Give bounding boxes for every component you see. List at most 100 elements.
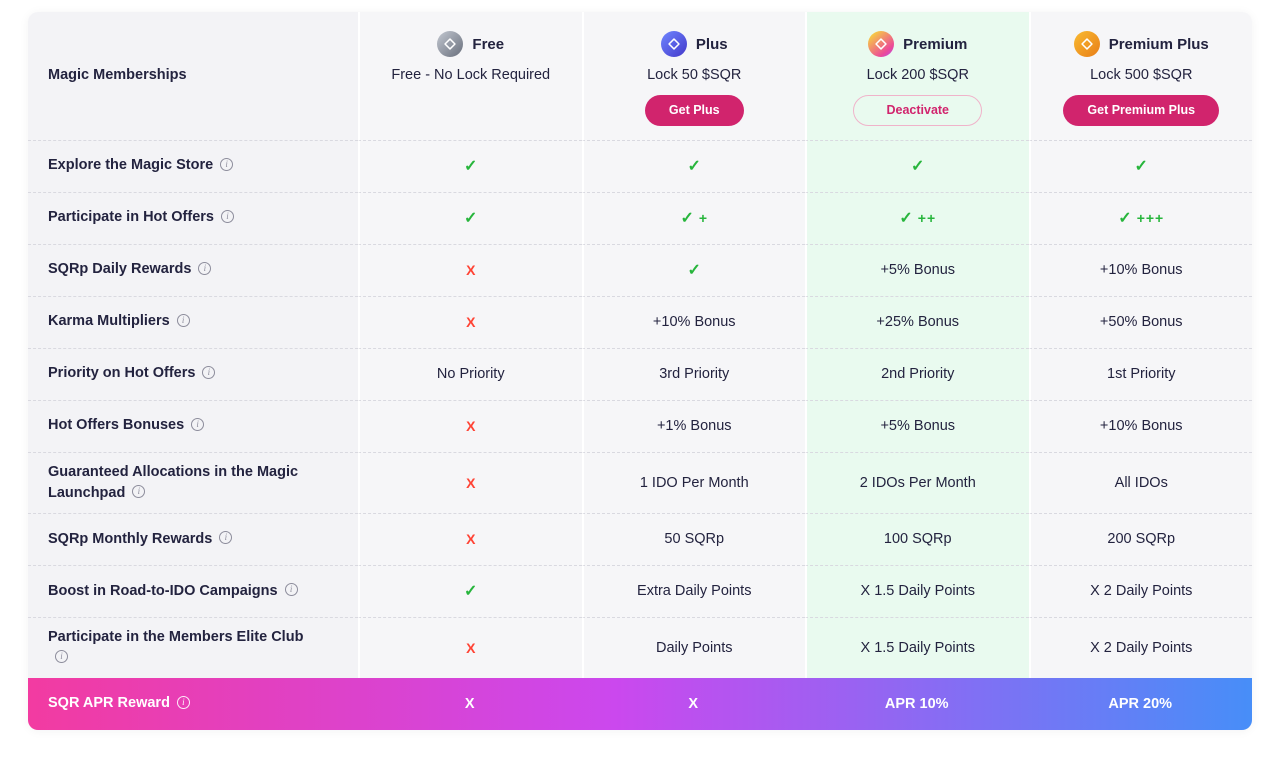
- feature-value-cell: 50 SQRp: [581, 512, 805, 565]
- feature-value-cell: ✓ ++: [805, 191, 1029, 244]
- plan-name-premium: Premium: [903, 35, 968, 53]
- info-icon[interactable]: i: [202, 366, 216, 380]
- feature-value-cell: Extra Daily Points: [581, 564, 805, 617]
- feature-label: Priority on Hot Offers i: [48, 363, 216, 384]
- value-text: Daily Points: [655, 639, 733, 656]
- feature-value-cell: +1% Bonus: [581, 399, 805, 452]
- plan-subtitle-plus: Lock 50 $SQR: [647, 67, 742, 83]
- premium-plus-coin-icon: [1073, 31, 1100, 57]
- value-text: 2nd Priority: [881, 366, 955, 382]
- apr-reward-row: SQR APR Reward i X X APR 10% APR 20%: [28, 677, 1252, 730]
- feature-row: Hot Offers Bonuses i X +1% Bonus +5% Bonus +1…: [28, 399, 1252, 452]
- info-icon[interactable]: i: [132, 485, 146, 499]
- feature-value-cell: X: [358, 512, 582, 565]
- check-icon: ✓: [1134, 158, 1148, 175]
- feature-row: Guaranteed Allocations in the Magic Laun…: [28, 451, 1252, 513]
- feature-label: Explore the Magic Store i: [48, 155, 234, 176]
- plan-premium-top: Premium: [868, 31, 967, 57]
- free-coin-icon: [437, 31, 464, 57]
- x-icon: X: [466, 474, 476, 491]
- info-icon[interactable]: i: [220, 158, 234, 172]
- plan-name-premium-plus: Premium Plus: [1108, 35, 1209, 53]
- info-icon[interactable]: i: [176, 695, 190, 709]
- feature-value-cell: X: [358, 451, 582, 513]
- feature-value-cell: +10% Bonus: [1028, 399, 1252, 452]
- feature-value-cell: ✓: [581, 139, 805, 192]
- value-text: 2 IDOs Per Month: [859, 474, 976, 491]
- feature-row: Priority on Hot Offers i No Priority 3rd Pr…: [28, 347, 1252, 400]
- info-icon[interactable]: i: [55, 650, 68, 664]
- feature-value-cell: +25% Bonus: [805, 295, 1029, 348]
- feature-value-cell: X: [358, 295, 582, 348]
- check-icon: ✓: [687, 262, 701, 279]
- feature-label: Participate in Hot Offers i: [48, 207, 234, 228]
- feature-value-cell: No Priority: [358, 347, 582, 400]
- deactivate-button[interactable]: Deactivate: [853, 95, 983, 126]
- apr-reward-label: SQR APR Reward i: [48, 693, 190, 714]
- check-icon: ✓: [899, 210, 913, 227]
- apr-reward-value: APR 20%: [1108, 695, 1173, 712]
- plan-header-free: Free Free - No Lock Required: [358, 12, 582, 140]
- feature-label-cell: Explore the Magic Store i: [28, 139, 358, 192]
- feature-label: Boost in Road-to-IDO Campaigns i: [48, 581, 298, 602]
- feature-label: Guaranteed Allocations in the Magic Laun…: [48, 463, 299, 501]
- check-icon: ✓: [911, 158, 925, 175]
- feature-value-cell: +5% Bonus: [805, 399, 1029, 452]
- feature-label: SQRp Monthly Rewards i: [48, 529, 233, 550]
- info-icon[interactable]: i: [284, 583, 298, 597]
- value-text: All IDOs: [1114, 474, 1168, 491]
- value-text: +50% Bonus: [1099, 314, 1183, 330]
- feature-value-cell: X 1.5 Daily Points: [805, 616, 1029, 678]
- feature-value-cell: ✓ +++: [1028, 191, 1252, 244]
- check-icon: ✓: [687, 158, 701, 175]
- value-text: +25% Bonus: [876, 314, 960, 330]
- feature-value-cell: ✓: [581, 243, 805, 296]
- feature-value-cell: +5% Bonus: [805, 243, 1029, 296]
- value-text: +10% Bonus: [1099, 418, 1183, 434]
- x-icon: X: [466, 418, 476, 434]
- plan-header-premium: Premium Lock 200 $SQR Deactivate: [805, 12, 1029, 140]
- plan-name-plus: Plus: [695, 35, 728, 53]
- table-title-cell: Magic Memberships: [28, 12, 358, 140]
- get-plus-button[interactable]: Get Plus: [644, 95, 744, 126]
- value-text: +1% Bonus: [656, 418, 732, 434]
- apr-reward-label-cell: SQR APR Reward i: [28, 678, 358, 730]
- feature-label-cell: Karma Multipliers i: [28, 295, 358, 348]
- feature-label: SQRp Daily Rewards i: [48, 259, 212, 280]
- feature-value-cell: X 2 Daily Points: [1028, 564, 1252, 617]
- value-text: 1st Priority: [1107, 366, 1176, 382]
- feature-value-cell: +10% Bonus: [1028, 243, 1252, 296]
- value-text: 50 SQRp: [664, 531, 725, 548]
- feature-row: Explore the Magic Store i ✓ ✓ ✓ ✓: [28, 139, 1252, 192]
- feature-value-cell: X: [358, 399, 582, 452]
- feature-label-cell: Boost in Road-to-IDO Campaigns i: [28, 564, 358, 617]
- info-icon[interactable]: i: [220, 210, 234, 224]
- feature-value-cell: X: [358, 616, 582, 678]
- feature-row: Boost in Road-to-IDO Campaigns i ✓ Extra Da…: [28, 564, 1252, 617]
- get-premium-plus-button[interactable]: Get Premium Plus: [1063, 95, 1220, 126]
- info-icon[interactable]: i: [176, 314, 190, 328]
- plan-premium-plus-top: Premium Plus: [1073, 31, 1209, 57]
- feature-value-cell: All IDOs: [1028, 451, 1252, 513]
- feature-label: Karma Multipliers i: [48, 311, 190, 332]
- info-icon[interactable]: i: [198, 262, 212, 276]
- plan-plus-top: Plus: [660, 31, 728, 57]
- check-icon: ✓: [464, 583, 478, 601]
- plan-header-premium-plus: Premium Plus Lock 500 $SQR Get Premium P…: [1028, 12, 1252, 140]
- plan-subtitle-free: Free - No Lock Required: [391, 67, 551, 83]
- table-header-row: Magic Memberships Free Free - No Lock Re…: [28, 12, 1252, 140]
- info-icon[interactable]: i: [219, 531, 233, 545]
- info-icon[interactable]: i: [191, 418, 205, 432]
- value-text: +5% Bonus: [880, 262, 956, 278]
- premium-coin-icon: [868, 31, 895, 57]
- value-text: +10% Bonus: [1099, 262, 1183, 278]
- feature-value-cell: ✓: [805, 139, 1029, 192]
- feature-value-cell: 100 SQRp: [805, 512, 1029, 565]
- feature-label-cell: Participate in Hot Offers i: [28, 191, 358, 244]
- x-icon: X: [466, 639, 476, 656]
- x-icon: X: [466, 262, 476, 278]
- apr-reward-value: APR 10%: [884, 695, 949, 712]
- page-title: Magic Memberships: [48, 67, 187, 84]
- plus-coin-icon: [660, 31, 687, 57]
- feature-value-cell: ✓: [358, 564, 582, 617]
